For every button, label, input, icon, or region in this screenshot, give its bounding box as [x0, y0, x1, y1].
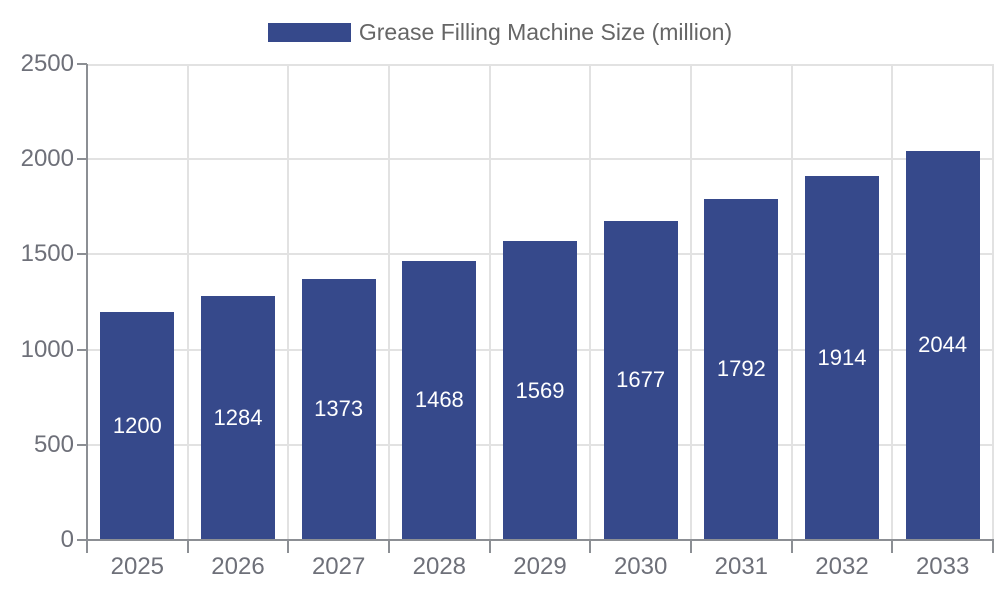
bar-value-label: 1373: [314, 396, 364, 422]
gridline-vertical: [790, 64, 793, 540]
legend-item[interactable]: Grease Filling Machine Size (million): [0, 18, 1000, 45]
y-tick-label: 1000: [20, 335, 74, 363]
bar-2030[interactable]: 1677: [603, 220, 678, 540]
bar-2028[interactable]: 1468: [402, 260, 477, 540]
x-tick-label-2027: 2027: [311, 553, 366, 580]
bar-value-label: 1200: [112, 412, 162, 438]
y-tick-mark: [77, 63, 87, 65]
bar-2027[interactable]: 1373: [301, 278, 376, 540]
bar-value-label: 1914: [817, 344, 867, 370]
bar-value-label: 1468: [414, 387, 464, 413]
bar-2025[interactable]: 1200: [100, 311, 175, 540]
bar-2029[interactable]: 1569: [503, 241, 577, 540]
y-tick-label: 2500: [20, 50, 74, 77]
x-tick-label-2032: 2032: [815, 553, 869, 580]
gridline-vertical: [589, 64, 592, 540]
legend-label: Grease Filling Machine Size (million): [358, 18, 733, 45]
bar-2032[interactable]: 1914: [805, 175, 879, 540]
x-axis-line: [86, 539, 994, 541]
bar-value-label: 1284: [213, 404, 263, 430]
x-tick-label-2026: 2026: [211, 553, 265, 580]
x-tick-label-2025: 2025: [110, 553, 165, 580]
x-tick-mark: [388, 540, 390, 553]
y-tick-label: 500: [33, 430, 74, 458]
gridline-vertical: [388, 64, 390, 540]
gridline-horizontal: [87, 64, 993, 66]
gridline-vertical: [992, 64, 994, 540]
x-tick-label-2029: 2029: [513, 553, 567, 580]
x-tick-mark: [690, 540, 692, 553]
bar-value-label: 1792: [716, 356, 766, 382]
bar-value-label: 1569: [515, 377, 565, 403]
x-tick-mark: [891, 540, 894, 553]
y-tick-mark: [77, 158, 87, 161]
x-tick-mark: [589, 540, 592, 553]
legend-swatch-icon: [267, 22, 351, 42]
gridline-vertical: [287, 64, 290, 540]
bar-2031[interactable]: 1792: [704, 198, 779, 540]
gridline-vertical: [690, 64, 692, 540]
bar-value-label: 2044: [918, 332, 968, 358]
x-tick-label-2033: 2033: [915, 553, 970, 580]
y-axis-line: [86, 64, 88, 541]
bar-2026[interactable]: 1284: [201, 295, 275, 540]
gridline-vertical: [186, 64, 189, 540]
y-tick-mark: [77, 443, 87, 446]
y-tick-label: 0: [60, 526, 74, 553]
gridline-vertical: [488, 64, 491, 540]
x-tick-mark: [287, 540, 290, 553]
y-tick-label: 2000: [20, 145, 74, 173]
x-tick-label-2031: 2031: [714, 553, 769, 580]
y-tick-label: 1500: [20, 240, 74, 268]
y-tick-mark: [77, 348, 87, 351]
x-tick-mark: [790, 540, 793, 553]
plot-area: 1200 1284 1373 1468 1569 1677 1792 1914 2044: [87, 64, 994, 540]
bar-value-label: 1677: [616, 367, 666, 393]
x-tick-label-2030: 2030: [613, 553, 668, 580]
x-tick-label-2028: 2028: [412, 553, 467, 580]
x-tick-mark: [488, 540, 491, 553]
x-tick-mark: [86, 540, 88, 553]
x-tick-mark: [992, 540, 994, 553]
gridline-vertical: [891, 64, 894, 540]
y-tick-mark: [77, 253, 87, 256]
gridline-horizontal: [87, 158, 993, 161]
x-tick-mark: [186, 540, 189, 553]
y-tick-mark: [77, 539, 87, 541]
bar-2033[interactable]: 2044: [905, 150, 980, 540]
